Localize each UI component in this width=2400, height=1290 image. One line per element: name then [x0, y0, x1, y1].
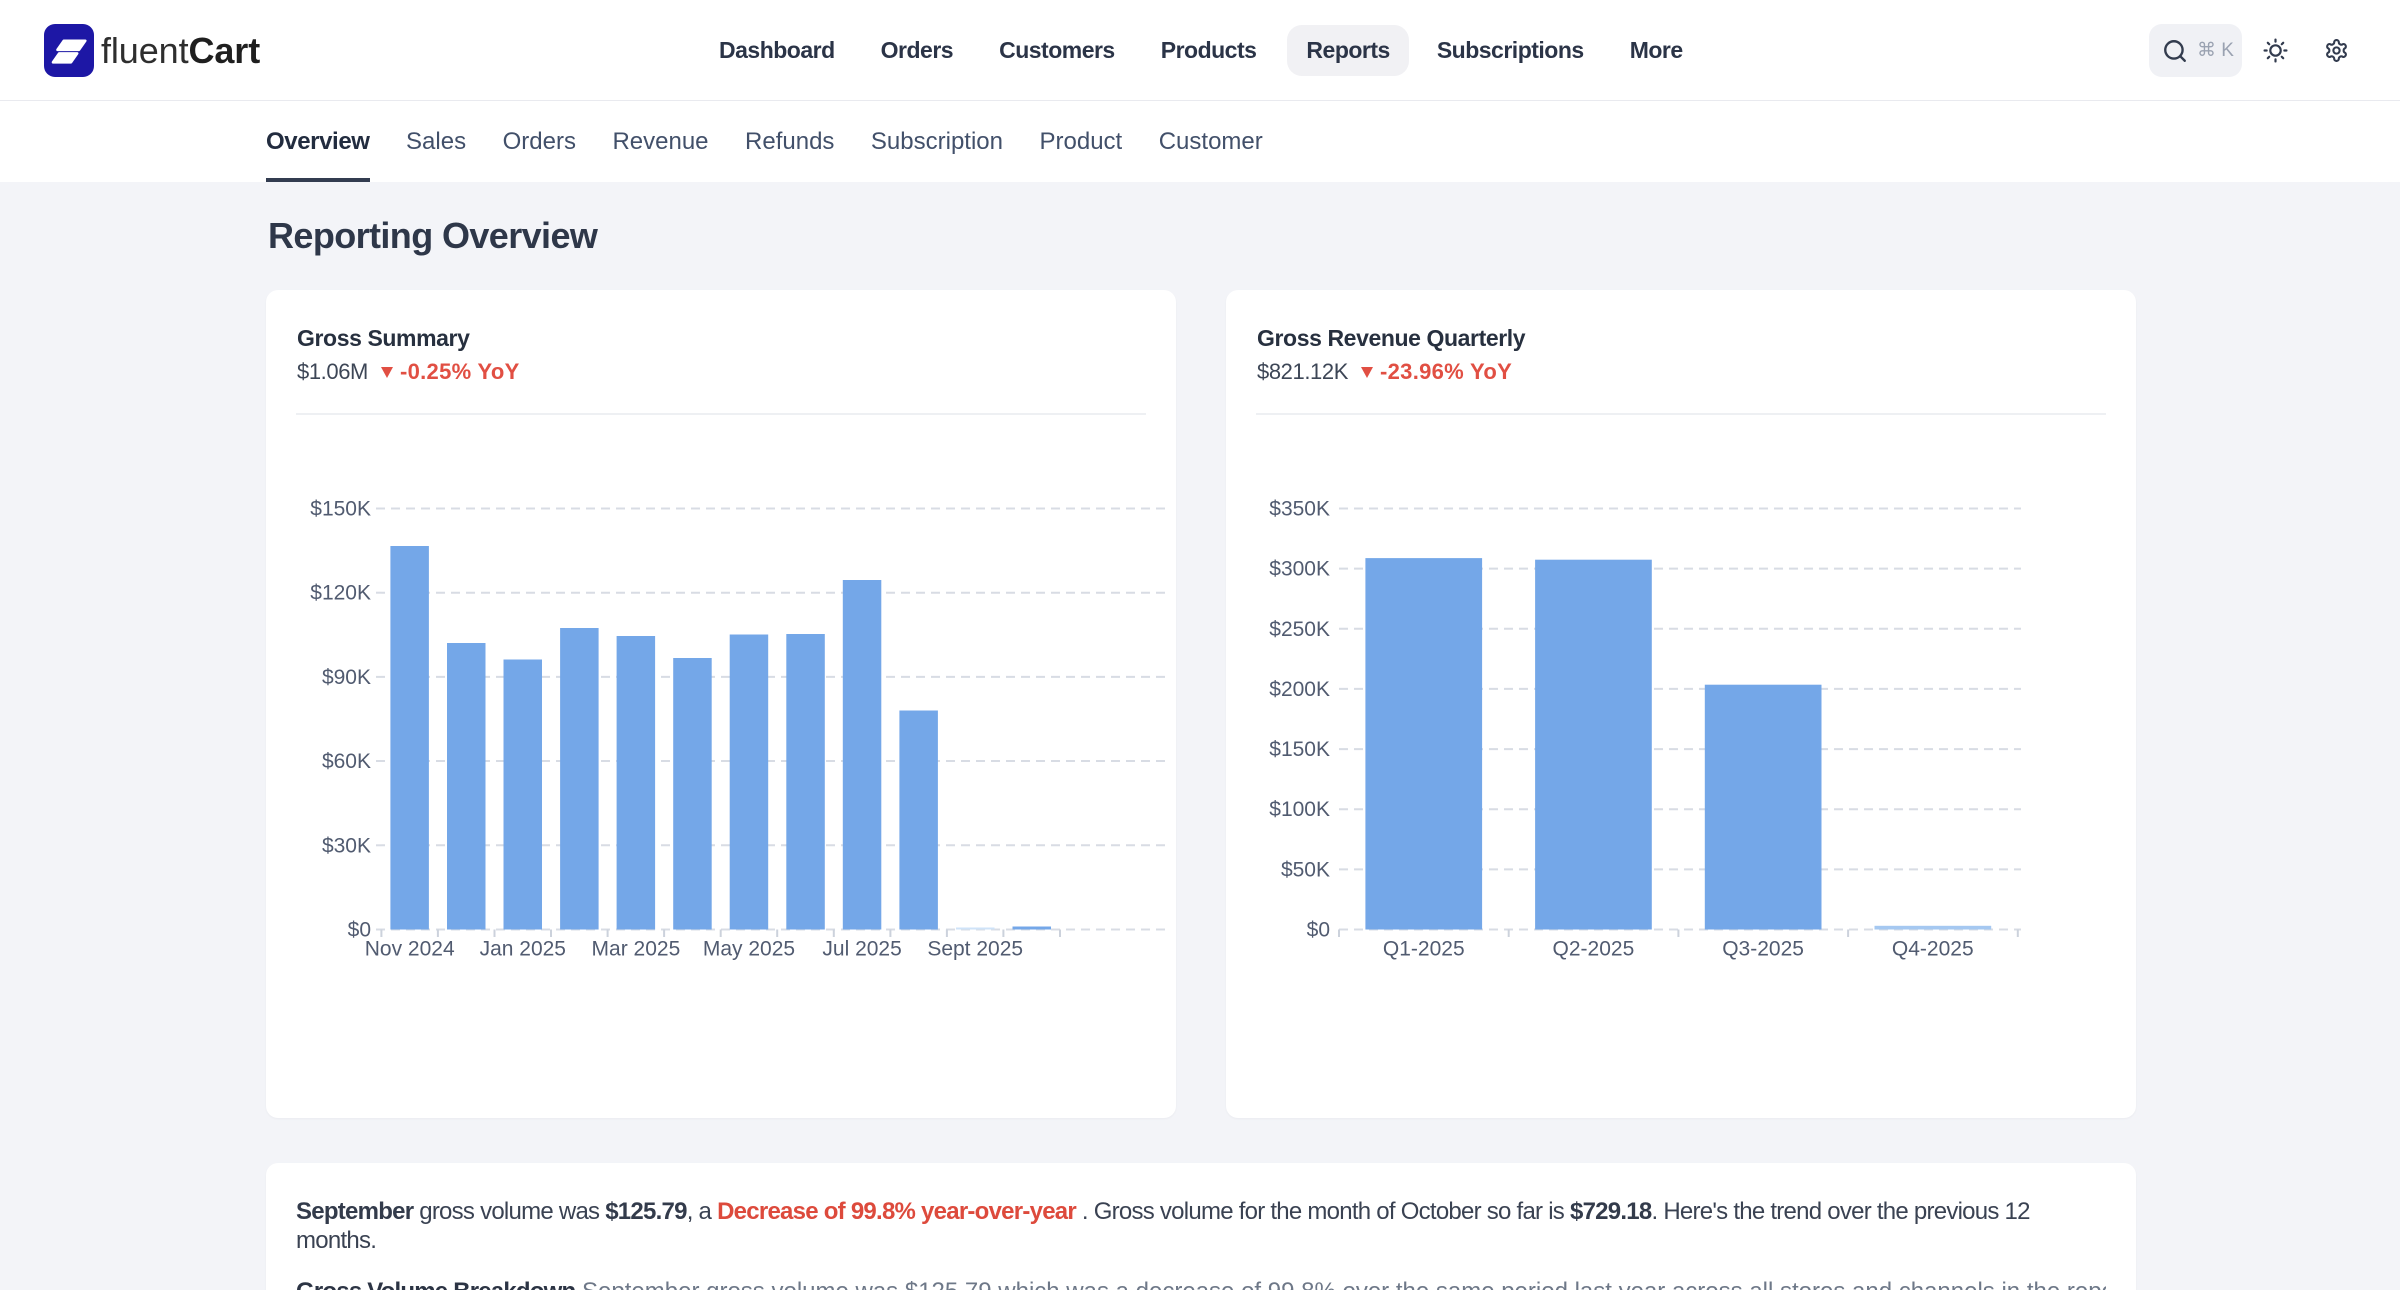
svg-text:$350K: $350K [1269, 498, 1330, 521]
svg-text:May 2025: May 2025 [703, 937, 795, 960]
svg-text:$0: $0 [1307, 919, 1330, 942]
svg-text:$150K: $150K [310, 498, 371, 521]
svg-text:Nov 2024: Nov 2024 [365, 937, 455, 960]
svg-text:$200K: $200K [1269, 678, 1330, 701]
svg-text:Jul 2025: Jul 2025 [822, 937, 901, 960]
svg-text:Q4-2025: Q4-2025 [1892, 937, 1974, 960]
svg-text:Jan 2025: Jan 2025 [480, 937, 566, 960]
svg-text:$90K: $90K [322, 666, 371, 689]
svg-text:$150K: $150K [1269, 738, 1330, 761]
svg-text:Q3-2025: Q3-2025 [1722, 937, 1804, 960]
svg-text:$60K: $60K [322, 750, 371, 773]
svg-text:$100K: $100K [1269, 798, 1330, 821]
svg-text:$120K: $120K [310, 582, 371, 605]
svg-text:$300K: $300K [1269, 558, 1330, 581]
svg-text:Q2-2025: Q2-2025 [1553, 937, 1635, 960]
svg-text:Mar 2025: Mar 2025 [592, 937, 681, 960]
svg-text:$30K: $30K [322, 834, 371, 857]
svg-text:$0: $0 [348, 919, 371, 942]
svg-text:$50K: $50K [1281, 858, 1330, 881]
svg-text:Q1-2025: Q1-2025 [1383, 937, 1465, 960]
svg-text:$250K: $250K [1269, 618, 1330, 641]
svg-text:Sept 2025: Sept 2025 [927, 937, 1023, 960]
